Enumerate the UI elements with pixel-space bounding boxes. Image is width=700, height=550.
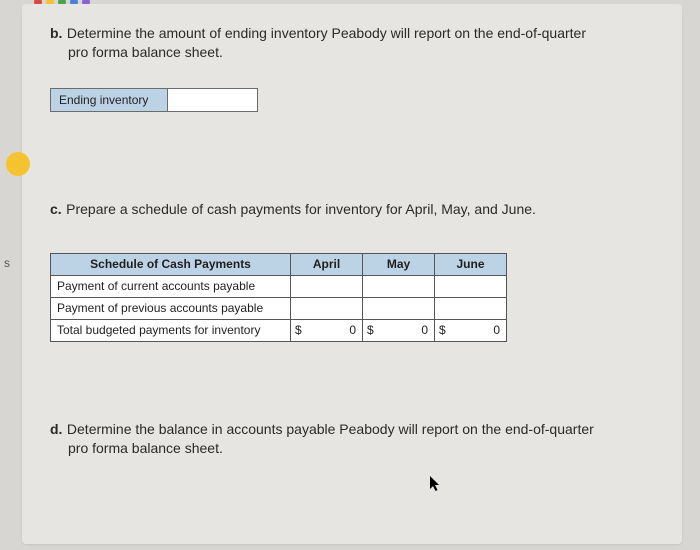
left-margin-letter: s (4, 256, 10, 270)
yellow-marker-dot (6, 152, 30, 176)
cursor-icon (430, 476, 442, 492)
row-1-april-input[interactable] (291, 297, 311, 319)
ending-inventory-row: Ending inventory (50, 88, 654, 112)
question-d: d. Determine the balance in accounts pay… (50, 420, 654, 458)
question-c-label: c. (50, 201, 62, 217)
row-0-june-input[interactable] (435, 275, 455, 297)
ending-inventory-label: Ending inventory (50, 88, 168, 112)
question-d-label: d. (50, 421, 62, 437)
row-2-april-val: 0 (311, 319, 363, 341)
row-2-may-cur: $ (363, 319, 383, 341)
row-0-april-input[interactable] (291, 275, 311, 297)
row-1-april-val[interactable] (311, 297, 363, 319)
question-b-label: b. (50, 25, 62, 41)
row-1-june-val[interactable] (455, 297, 507, 319)
row-2-may-val: 0 (383, 319, 435, 341)
question-d-text-1: Determine the balance in accounts payabl… (67, 421, 594, 437)
col-may: May (363, 253, 435, 275)
row-1-label: Payment of previous accounts payable (51, 297, 291, 319)
row-0-may-input[interactable] (363, 275, 383, 297)
table-title-cell: Schedule of Cash Payments (51, 253, 291, 275)
worksheet-panel: b. Determine the amount of ending invent… (22, 4, 682, 544)
question-b-text-2: pro forma balance sheet. (50, 43, 654, 62)
row-1-may-val[interactable] (383, 297, 435, 319)
question-c-text: Prepare a schedule of cash payments for … (66, 201, 536, 217)
row-2-label: Total budgeted payments for inventory (51, 319, 291, 341)
table-row: Payment of previous accounts payable (51, 297, 507, 319)
row-0-april-val[interactable] (311, 275, 363, 297)
question-d-text-2: pro forma balance sheet. (50, 439, 654, 458)
question-c: c. Prepare a schedule of cash payments f… (50, 200, 654, 219)
col-june: June (435, 253, 507, 275)
col-april: April (291, 253, 363, 275)
table-row: Total budgeted payments for inventory $0… (51, 319, 507, 341)
question-b: b. Determine the amount of ending invent… (50, 24, 654, 62)
table-row: Payment of current accounts payable (51, 275, 507, 297)
row-0-may-val[interactable] (383, 275, 435, 297)
row-0-label: Payment of current accounts payable (51, 275, 291, 297)
row-1-june-input[interactable] (435, 297, 455, 319)
row-0-june-val[interactable] (455, 275, 507, 297)
row-1-may-input[interactable] (363, 297, 383, 319)
row-2-april-cur: $ (291, 319, 311, 341)
ending-inventory-input[interactable] (168, 88, 258, 112)
row-2-june-val: 0 (455, 319, 507, 341)
row-2-june-cur: $ (435, 319, 455, 341)
cash-payments-table: Schedule of Cash Payments April May June… (50, 253, 507, 342)
question-b-text-1: Determine the amount of ending inventory… (67, 25, 586, 41)
table-header-row: Schedule of Cash Payments April May June (51, 253, 507, 275)
